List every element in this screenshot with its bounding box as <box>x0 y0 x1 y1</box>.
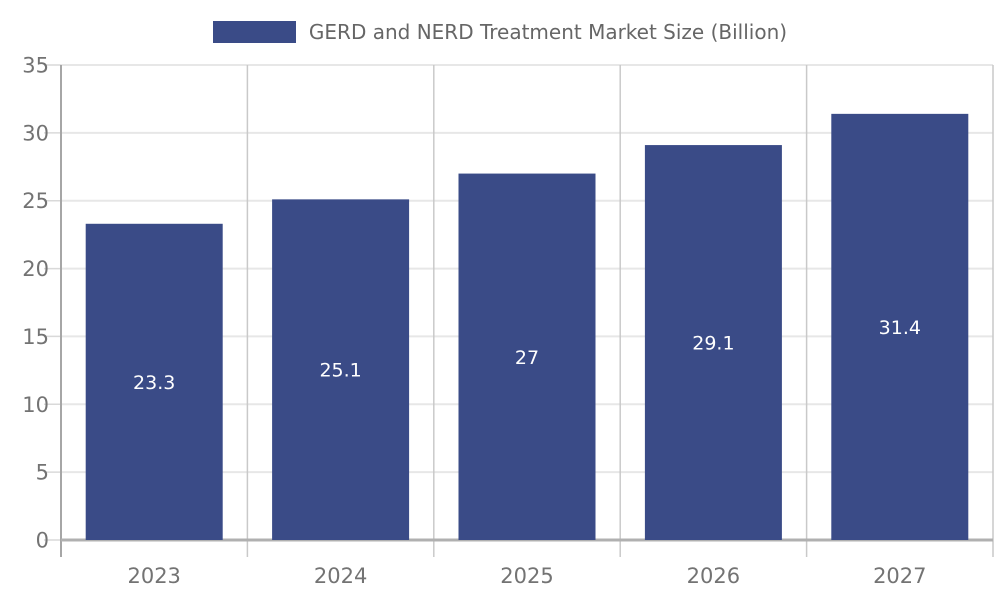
x-axis-tick-label: 2027 <box>873 564 926 588</box>
bar-2023 <box>85 223 223 541</box>
y-axis-tick-label: 15 <box>22 325 49 349</box>
y-axis-tick-label: 35 <box>22 54 49 78</box>
x-axis-tick-label: 2023 <box>127 564 180 588</box>
bar-value-label: 31.4 <box>879 317 921 339</box>
bar-value-label: 23.3 <box>133 372 175 394</box>
y-axis-tick-label: 10 <box>22 393 49 417</box>
bar-2025 <box>458 173 596 541</box>
x-axis-tick-label: 2025 <box>500 564 553 588</box>
x-axis-tick-label: 2024 <box>314 564 367 588</box>
bar-value-label: 27 <box>515 347 539 369</box>
bar-2027 <box>831 113 969 540</box>
legend: GERD and NERD Treatment Market Size (Bil… <box>0 21 1000 43</box>
y-axis-tick-label: 5 <box>36 461 49 485</box>
y-axis-tick-label: 0 <box>36 529 49 553</box>
bar-2024 <box>272 199 410 540</box>
y-axis-tick-label: 25 <box>22 189 49 213</box>
legend-label: GERD and NERD Treatment Market Size (Bil… <box>308 20 788 44</box>
bar-2026 <box>644 145 782 541</box>
y-axis-tick-label: 30 <box>22 121 49 145</box>
bar-value-label: 29.1 <box>692 333 734 355</box>
x-axis-tick-label: 2026 <box>687 564 740 588</box>
bar-value-label: 25.1 <box>319 360 361 382</box>
legend-swatch-icon <box>212 21 296 43</box>
y-axis-tick-label: 20 <box>22 257 49 281</box>
